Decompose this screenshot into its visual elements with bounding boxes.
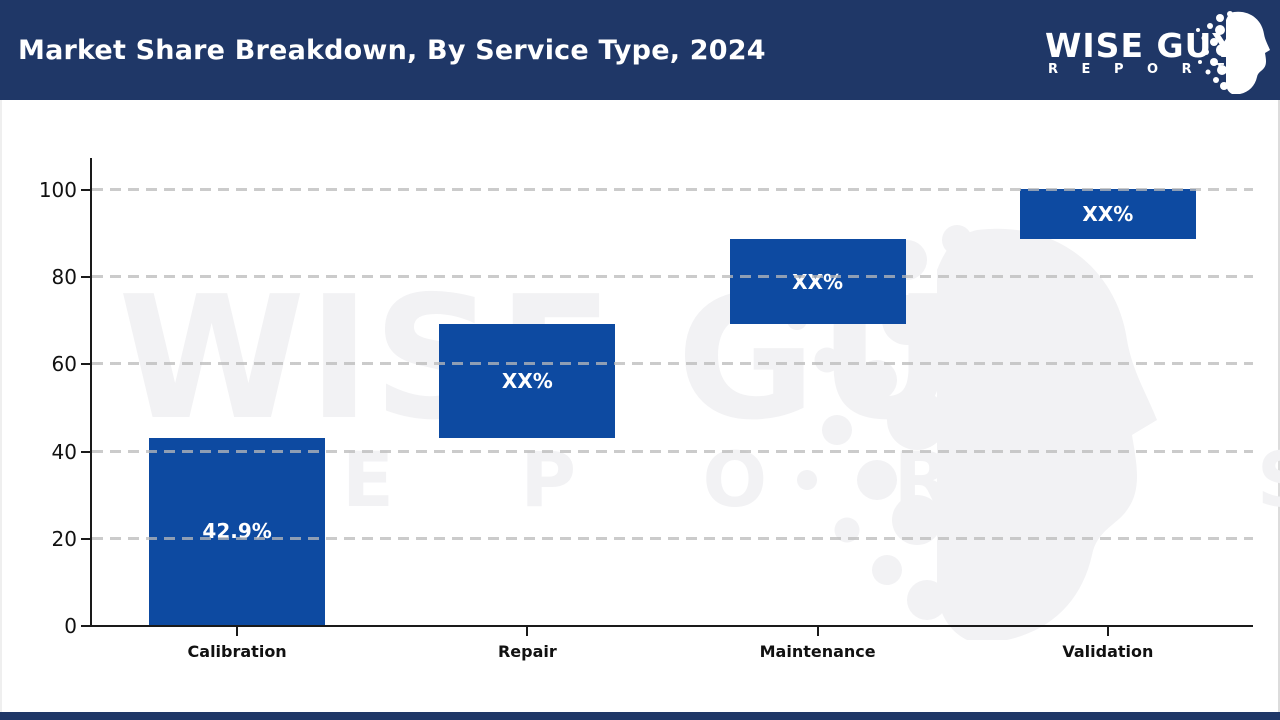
x-category-label-validation-text: Validation bbox=[1062, 642, 1154, 661]
waterfall-bar-validation-text: XX% bbox=[1082, 202, 1134, 227]
y-tick-label-40: 40 bbox=[17, 442, 77, 462]
brand-subname: R E P O R T S bbox=[1048, 62, 1267, 77]
y-tick-60 bbox=[81, 363, 90, 366]
x-category-label-repair: Repair bbox=[427, 642, 627, 661]
watermark-subtext: R E P O R T S bbox=[157, 435, 1280, 524]
waterfall-bar-maintenance-text: XX% bbox=[792, 269, 844, 294]
y-tick-20 bbox=[81, 537, 90, 540]
y-tick-80 bbox=[81, 276, 90, 279]
x-tick-calibration bbox=[236, 627, 239, 636]
plot-area: WISE GUY R E P O R T S 42.9% XX% XX% XX% 0 20… bbox=[0, 100, 1280, 712]
x-category-label-maintenance-text: Maintenance bbox=[759, 642, 876, 661]
waterfall-bar-calibration-text: 42.9% bbox=[202, 519, 272, 544]
dotted-head-icon bbox=[1196, 11, 1270, 94]
gridline-y20 bbox=[92, 536, 1253, 540]
page-title: Market Share Breakdown, By Service Type,… bbox=[18, 34, 766, 66]
x-tick-repair bbox=[526, 627, 529, 636]
gridline-y100 bbox=[92, 188, 1253, 191]
gridline-y60 bbox=[92, 362, 1253, 366]
waterfall-bar-validation: XX% bbox=[1019, 189, 1196, 240]
waterfall-bar-repair-text: XX% bbox=[501, 369, 553, 394]
footer-bar bbox=[0, 712, 1280, 720]
waterfall-bar-repair: XX% bbox=[439, 324, 616, 438]
y-tick-40 bbox=[81, 450, 90, 453]
y-tick-label-80: 80 bbox=[17, 267, 77, 287]
y-tick-label-0: 0 bbox=[17, 616, 77, 636]
y-tick-label-100: 100 bbox=[17, 180, 77, 200]
y-tick-100 bbox=[81, 189, 90, 191]
y-tick-label-100-text: 100 bbox=[38, 178, 77, 202]
x-category-label-repair-text: Repair bbox=[497, 642, 557, 661]
y-tick-0 bbox=[81, 625, 90, 627]
x-category-label-calibration: Calibration bbox=[137, 642, 337, 661]
x-tick-maintenance bbox=[816, 627, 819, 636]
y-tick-label-80-text: 80 bbox=[51, 265, 77, 290]
gridline-y80 bbox=[92, 275, 1253, 279]
y-tick-label-20-text: 20 bbox=[51, 526, 77, 551]
x-category-label-maintenance: Maintenance bbox=[718, 642, 918, 661]
header-bar: Market Share Breakdown, By Service Type,… bbox=[0, 0, 1280, 100]
y-axis-spine bbox=[90, 158, 92, 627]
x-tick-validation bbox=[1106, 627, 1109, 636]
y-tick-label-20: 20 bbox=[17, 529, 77, 549]
y-tick-label-60: 60 bbox=[17, 354, 77, 374]
x-axis-spine bbox=[90, 625, 1253, 627]
brand-logo: WISE GUY R E P O R T S bbox=[1010, 0, 1270, 100]
waterfall-bar-calibration: 42.9% bbox=[149, 437, 326, 625]
waterfall-bar-maintenance: XX% bbox=[729, 239, 906, 325]
brand-name: WISE GUY bbox=[1045, 26, 1238, 65]
y-tick-label-0-text: 0 bbox=[64, 614, 77, 638]
x-category-label-calibration-text: Calibration bbox=[187, 642, 287, 661]
y-tick-label-60-text: 60 bbox=[51, 352, 77, 377]
y-tick-label-40-text: 40 bbox=[51, 439, 77, 464]
x-category-label-validation: Validation bbox=[1008, 642, 1208, 661]
gridline-y40 bbox=[92, 449, 1253, 453]
